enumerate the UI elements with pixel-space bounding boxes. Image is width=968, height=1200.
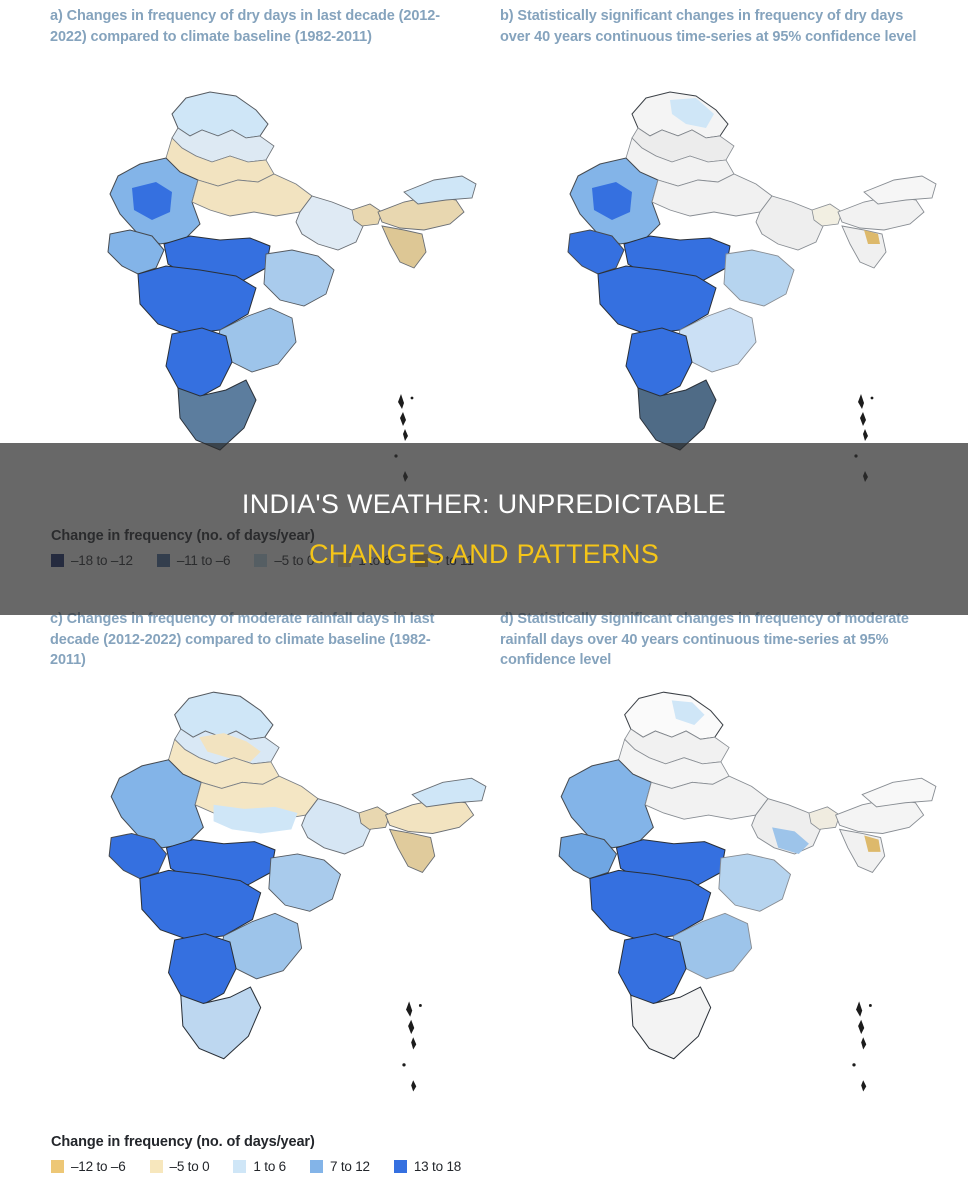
legend-swatch-icon	[309, 1160, 323, 1173]
legend-swatch-icon	[233, 1160, 247, 1173]
andaman-islands-d	[852, 1001, 872, 1092]
legend-top-item-2: –5 to 0	[254, 553, 314, 568]
india-map-c	[108, 691, 487, 1092]
andaman-islands-a	[394, 394, 414, 482]
legend-bottom-item-3: 7 to 12	[309, 1159, 370, 1174]
map-panel-d	[510, 684, 940, 1114]
legend-top-title: Change in frequency (no. of days/year)	[51, 528, 315, 544]
legend-top: Change in frequency (no. of days/year) –…	[51, 528, 498, 568]
legend-bottom: Change in frequency (no. of days/year) –…	[51, 1134, 485, 1174]
legend-bottom-item-4: 13 to 18	[393, 1159, 462, 1174]
legend-top-item-3: 1 to 6	[338, 553, 391, 568]
legend-bottom-label-3: 7 to 12	[329, 1159, 370, 1174]
legend-swatch-icon	[338, 554, 352, 567]
legend-bottom-item-1: –5 to 0	[149, 1159, 210, 1174]
legend-swatch-icon	[149, 1160, 163, 1173]
legend-bottom-label-2: 1 to 6	[253, 1159, 286, 1174]
legend-bottom-items: –12 to –6 –5 to 0 1 to 6 7 to 12 13 to 1…	[51, 1159, 485, 1174]
legend-bottom-item-2: 1 to 6	[233, 1159, 286, 1174]
india-map-a	[107, 91, 477, 482]
legend-bottom-label-0: –12 to –6	[71, 1159, 126, 1174]
legend-swatch-icon	[393, 1160, 407, 1173]
panel-a-title: a) Changes in frequency of dry days in l…	[50, 8, 440, 45]
legend-swatch-icon	[414, 554, 428, 567]
legend-bottom-title: Change in frequency (no. of days/year)	[51, 1134, 315, 1150]
legend-top-label-3: 1 to 6	[358, 553, 391, 568]
panel-a: a) Changes in frequency of dry days in l…	[50, 6, 450, 47]
panel-d-title: d) Statistically significant changes in …	[500, 611, 909, 669]
panel-c: c) Changes in frequency of moderate rain…	[50, 609, 450, 671]
legend-top-item-1: –11 to –6	[156, 553, 231, 568]
map-panel-c	[60, 684, 490, 1114]
india-map-b	[567, 91, 937, 482]
legend-top-label-4: 7 to 11	[434, 553, 474, 568]
legend-swatch-icon	[51, 1160, 64, 1173]
legend-bottom-label-1: –5 to 0	[169, 1159, 210, 1174]
legend-top-item-0: –18 to –12	[51, 553, 133, 568]
legend-bottom-label-4: 13 to 18	[413, 1159, 462, 1174]
legend-bottom-item-0: –12 to –6	[51, 1159, 126, 1174]
legend-top-item-4: 7 to 11	[414, 553, 474, 568]
panel-c-title: c) Changes in frequency of moderate rain…	[50, 611, 435, 669]
map-panel-b	[520, 84, 940, 504]
india-map-d	[558, 691, 937, 1092]
legend-top-label-2: –5 to 0	[274, 553, 315, 568]
andaman-islands-b	[854, 394, 874, 482]
legend-top-label-1: –11 to –6	[176, 553, 231, 568]
panel-d: d) Statistically significant changes in …	[500, 609, 920, 671]
panel-b-title: b) Statistically significant changes in …	[500, 8, 917, 45]
panel-b: b) Statistically significant changes in …	[500, 6, 920, 47]
legend-swatch-icon	[254, 554, 268, 567]
legend-swatch-icon	[51, 554, 64, 567]
map-panel-a	[60, 84, 480, 504]
legend-top-label-0: –18 to –12	[71, 553, 133, 568]
legend-swatch-icon	[156, 554, 170, 567]
andaman-islands-c	[402, 1001, 422, 1092]
legend-top-items: –18 to –12 –11 to –6 –5 to 0 1 to 6 7 to…	[51, 553, 498, 568]
